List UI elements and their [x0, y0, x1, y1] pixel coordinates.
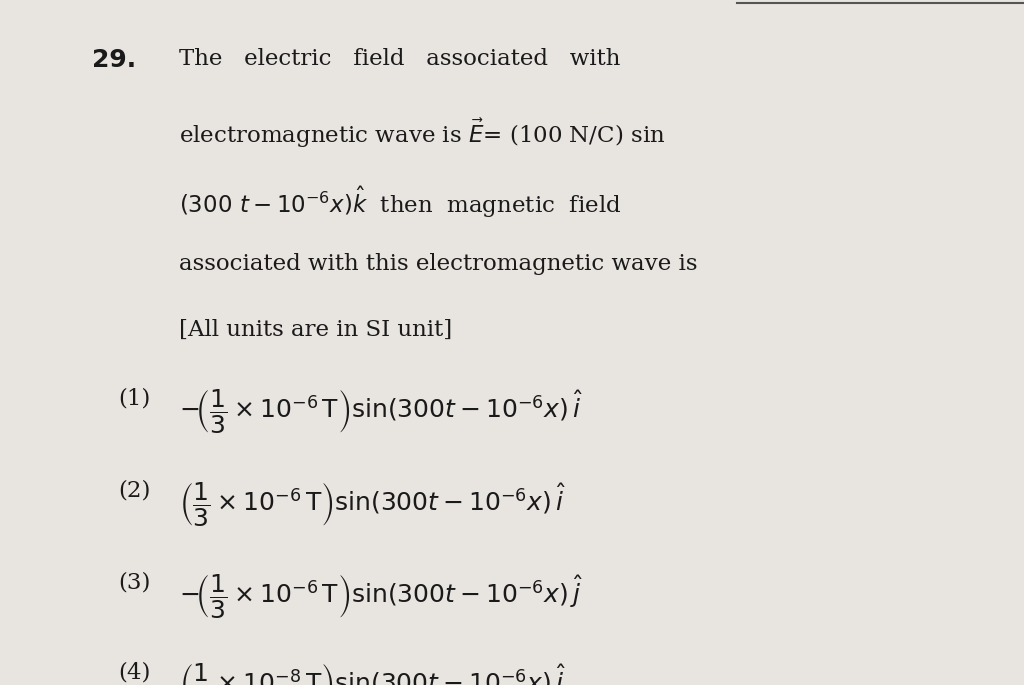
Text: electromagnetic wave is $\vec{E}$= (100 N/C) sin: electromagnetic wave is $\vec{E}$= (100 … — [179, 116, 666, 150]
Text: $-\!\left(\dfrac{1}{3} \times 10^{-6}\,\mathrm{T}\right)\sin\!(300t - 10^{-6}x)\: $-\!\left(\dfrac{1}{3} \times 10^{-6}\,\… — [179, 572, 583, 620]
Text: (2): (2) — [118, 479, 151, 501]
Text: (1): (1) — [118, 387, 150, 409]
Text: $\left(\dfrac{1}{3} \times 10^{-6}\,\mathrm{T}\right)\sin\!(300t - 10^{-6}x)\,\h: $\left(\dfrac{1}{3} \times 10^{-6}\,\mat… — [179, 479, 566, 527]
Text: 29.: 29. — [92, 48, 136, 72]
Text: (3): (3) — [118, 572, 151, 594]
Text: [All units are in SI unit]: [All units are in SI unit] — [179, 319, 453, 340]
Text: $(300\ t - 10^{-6}x)\hat{k}$  then  magnetic  field: $(300\ t - 10^{-6}x)\hat{k}$ then magnet… — [179, 185, 622, 221]
Text: associated with this electromagnetic wave is: associated with this electromagnetic wav… — [179, 253, 697, 275]
Text: (4): (4) — [118, 661, 151, 683]
Text: The   electric   field   associated   with: The electric field associated with — [179, 48, 621, 70]
Text: $\left(\dfrac{1}{3} \times 10^{-8}\,\mathrm{T}\right)\sin\!(300t - 10^{-6}x)\,\h: $\left(\dfrac{1}{3} \times 10^{-8}\,\mat… — [179, 661, 566, 685]
Text: $-\!\left(\dfrac{1}{3} \times 10^{-6}\,\mathrm{T}\right)\sin\!(300t - 10^{-6}x)\: $-\!\left(\dfrac{1}{3} \times 10^{-6}\,\… — [179, 387, 583, 435]
